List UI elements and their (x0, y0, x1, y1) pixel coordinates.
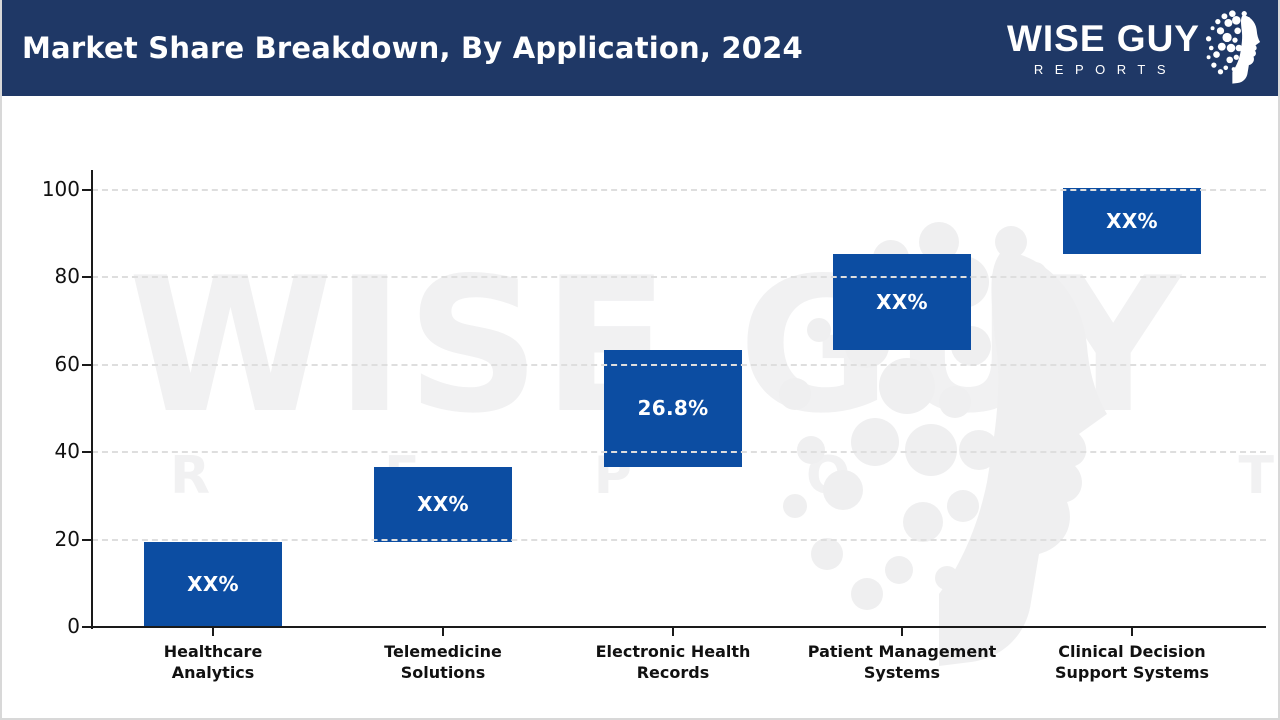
y-tick-label-40: 40 (54, 439, 80, 463)
bar-segment: XX% (144, 541, 282, 627)
y-tick-mark-20 (82, 538, 92, 541)
brand-logo-text: WISE GUY REPORTS (1007, 20, 1200, 77)
gridline-60 (92, 363, 1266, 366)
page-title: Market Share Breakdown, By Application, … (22, 31, 803, 65)
bar-segment: 26.8% (604, 349, 742, 467)
y-tick-mark-0 (82, 626, 92, 628)
category-label: Patient Management Systems (782, 641, 1022, 683)
brand-subname: REPORTS (1033, 61, 1178, 77)
x-tick-mark (901, 628, 903, 636)
category-label-line: Systems (863, 663, 941, 682)
bar-segment: XX% (1063, 188, 1201, 255)
x-tick-mark (442, 628, 444, 636)
bar-value-label: XX% (187, 572, 239, 597)
category-label-line: Electronic Health (595, 642, 751, 661)
x-tick-mark (672, 628, 674, 636)
brand-face-icon (1205, 10, 1261, 84)
bar-value-label: XX% (1106, 209, 1158, 234)
category-label: Electronic Health Records (553, 641, 793, 683)
category-label-line: Records (636, 663, 710, 682)
bar-value-label: XX% (876, 289, 928, 314)
brand-logo: WISE GUY REPORTS (1007, 8, 1268, 88)
category-label: Healthcare Analytics (93, 641, 333, 683)
brand-name: WISE GUY (1006, 17, 1200, 59)
gridline-20 (92, 538, 1266, 541)
y-tick-mark-100 (82, 188, 92, 191)
y-tick-label-100: 100 (41, 176, 80, 201)
category-label-line: Analytics (171, 663, 255, 682)
bar-segment: XX% (374, 466, 512, 542)
y-tick-label-20: 20 (54, 526, 80, 551)
category-label-line: Clinical Decision (1058, 642, 1206, 661)
gridline-80 (92, 276, 1266, 278)
gridline-40 (92, 451, 1266, 453)
x-axis-line (91, 626, 1266, 628)
bar-value-label: XX% (417, 492, 469, 517)
bar-segment: XX% (833, 254, 971, 350)
category-label-line: Telemedicine (384, 642, 502, 661)
header-bar: Market Share Breakdown, By Application, … (2, 0, 1278, 96)
y-tick-label-60: 60 (54, 351, 80, 376)
y-tick-mark-40 (82, 451, 92, 453)
category-label: Telemedicine Solutions (323, 641, 563, 683)
x-tick-mark (1131, 628, 1133, 636)
category-label: Clinical Decision Support Systems (1012, 641, 1252, 683)
category-label-line: Support Systems (1054, 663, 1210, 682)
bar-value-label: 26.8% (637, 396, 709, 421)
y-tick-mark-60 (82, 363, 92, 366)
y-tick-label-80: 80 (54, 264, 80, 288)
y-axis-line (91, 169, 93, 629)
category-label-line: Solutions (400, 663, 486, 682)
gridline-100 (92, 188, 1266, 191)
x-tick-mark (212, 628, 214, 636)
category-label-line: Healthcare (163, 642, 263, 661)
y-tick-label-0: 0 (67, 614, 80, 638)
category-label-line: Patient Management (807, 642, 997, 661)
y-tick-mark-80 (82, 276, 92, 278)
